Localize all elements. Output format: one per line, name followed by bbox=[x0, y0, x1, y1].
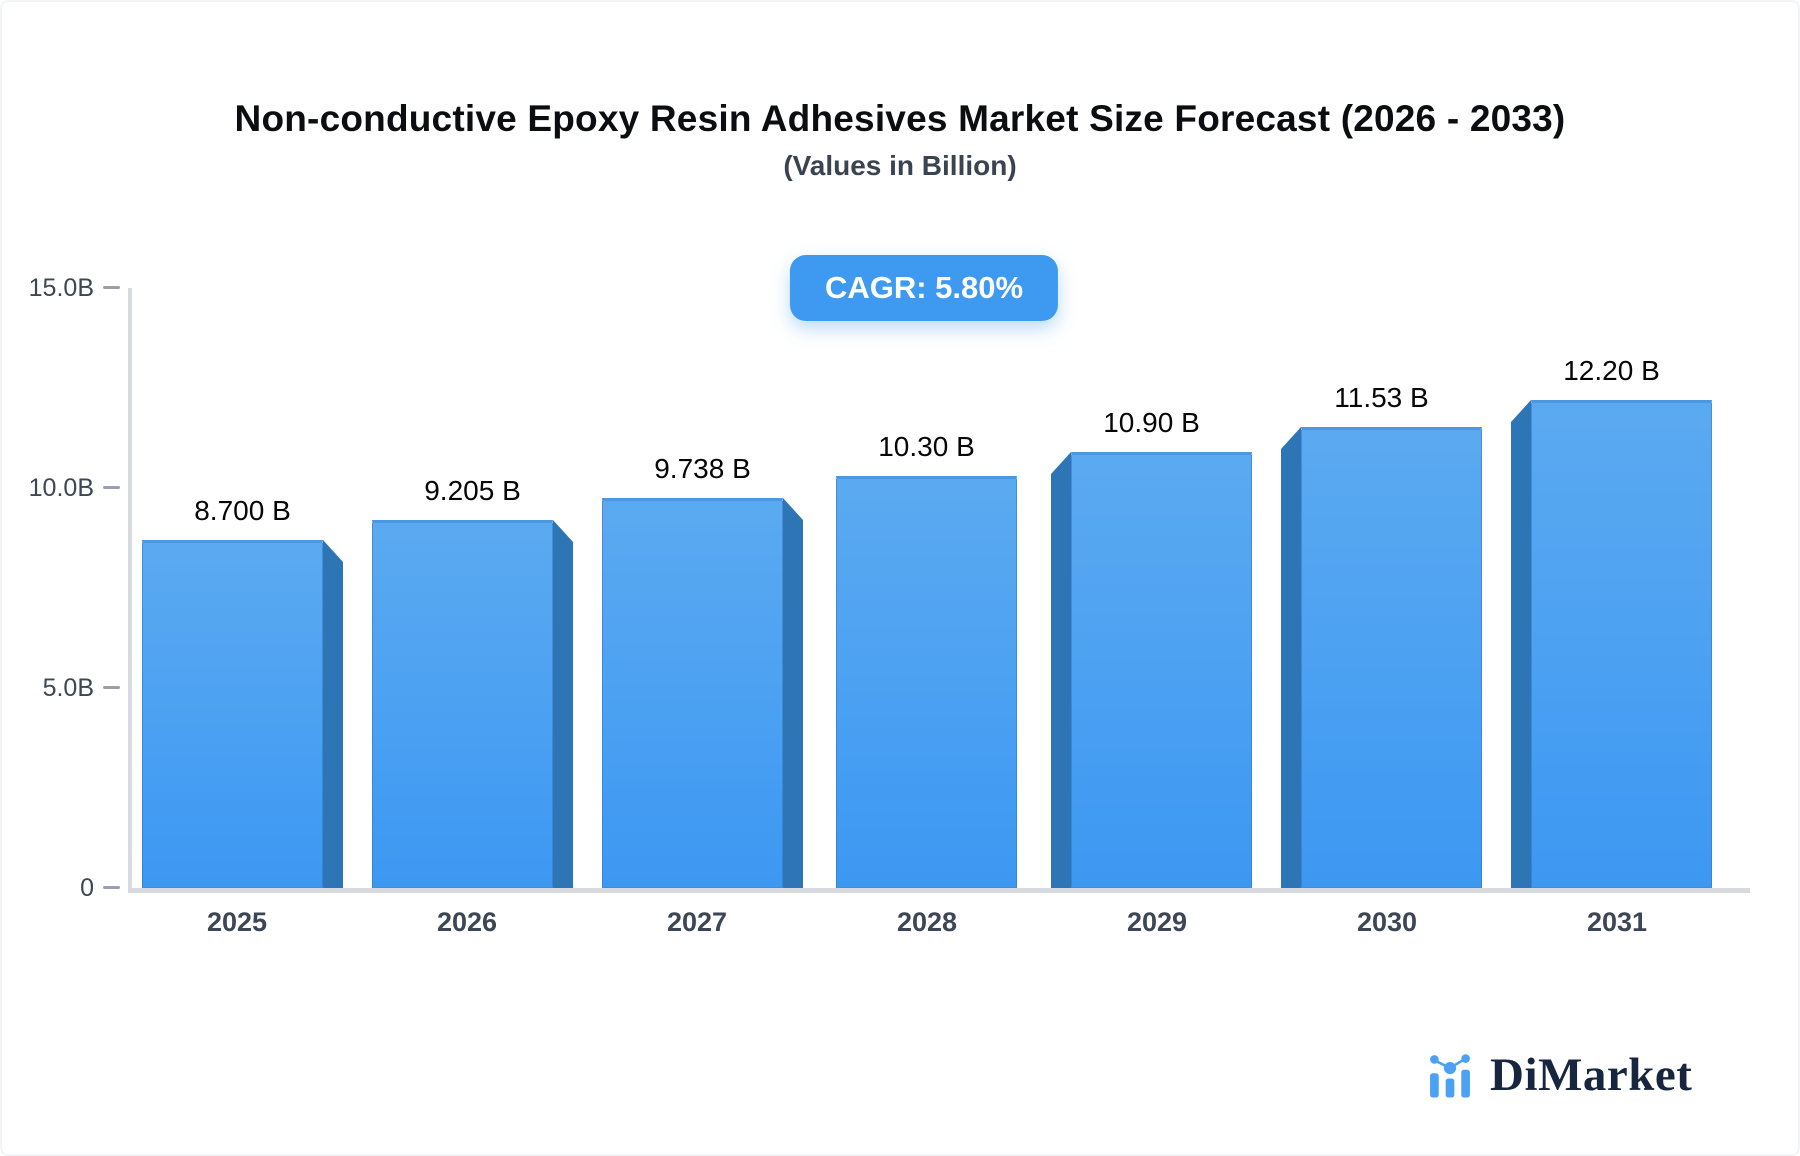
bar-face bbox=[1071, 452, 1252, 888]
dimarket-logo: DiMarket bbox=[1424, 1048, 1692, 1102]
bar-value-label: 8.700 B bbox=[194, 495, 291, 526]
x-axis-label-2025: 2025 bbox=[206, 907, 268, 937]
bar-value-label: 10.30 B bbox=[878, 431, 975, 462]
x-axis-label-2031: 2031 bbox=[1586, 907, 1648, 937]
bar-value-label: 12.20 B bbox=[1563, 355, 1660, 386]
bar-group-2031 bbox=[1511, 400, 1712, 888]
x-axis-label-2027: 2027 bbox=[666, 907, 728, 937]
bar-face bbox=[372, 520, 553, 888]
x-axis-label-2030: 2030 bbox=[1356, 907, 1418, 937]
y-axis-line bbox=[128, 288, 132, 893]
bar-group-2027 bbox=[602, 498, 803, 888]
y-axis-tick-label: 0 bbox=[80, 874, 94, 902]
bar-group-2028 bbox=[836, 476, 1017, 888]
y-axis-tick-mark bbox=[103, 286, 120, 289]
x-axis-label-2026: 2026 bbox=[436, 907, 498, 937]
page-subtitle: (Values in Billion) bbox=[783, 150, 1017, 181]
dimarket-logo-icon bbox=[1424, 1050, 1476, 1100]
y-axis-tick-label: 10.0B bbox=[28, 474, 94, 502]
x-axis-line bbox=[128, 888, 1750, 893]
bar-value-label: 9.205 B bbox=[424, 475, 521, 506]
y-axis-tick-label: 15.0B bbox=[28, 274, 94, 302]
bar-side-shadow bbox=[1051, 452, 1071, 888]
bar-face bbox=[1531, 400, 1712, 888]
bar-value-label: 10.90 B bbox=[1103, 407, 1200, 438]
x-axis-label-2028: 2028 bbox=[896, 907, 958, 937]
bar-face bbox=[602, 498, 783, 888]
page-title: Non-conductive Epoxy Resin Adhesives Mar… bbox=[234, 98, 1566, 139]
y-axis-tick-label: 5.0B bbox=[42, 674, 94, 702]
bar-side-shadow bbox=[323, 540, 343, 888]
y-axis-tick-mark bbox=[103, 486, 120, 489]
bar-group-2029 bbox=[1051, 452, 1252, 888]
bar-group-2026 bbox=[372, 520, 573, 888]
dimarket-logo-text: DiMarket bbox=[1490, 1049, 1693, 1101]
cagr-badge: CAGR: 5.80% bbox=[789, 255, 1059, 321]
bar-group-2025 bbox=[142, 540, 343, 888]
bar-side-shadow bbox=[1511, 400, 1531, 888]
y-axis-tick-mark bbox=[103, 886, 120, 889]
bar-face bbox=[142, 540, 323, 888]
bar-side-shadow bbox=[553, 520, 573, 888]
bar-value-label: 11.53 B bbox=[1334, 382, 1429, 413]
x-axis-label-2029: 2029 bbox=[1126, 907, 1188, 937]
bar-side-shadow bbox=[783, 498, 803, 888]
y-axis-tick-mark bbox=[103, 686, 120, 689]
bar-face bbox=[1301, 427, 1482, 888]
bar-value-label: 9.738 B bbox=[654, 453, 751, 484]
bar-group-2030 bbox=[1281, 427, 1482, 888]
bar-face bbox=[836, 476, 1017, 888]
bar-side-shadow bbox=[1281, 427, 1301, 888]
